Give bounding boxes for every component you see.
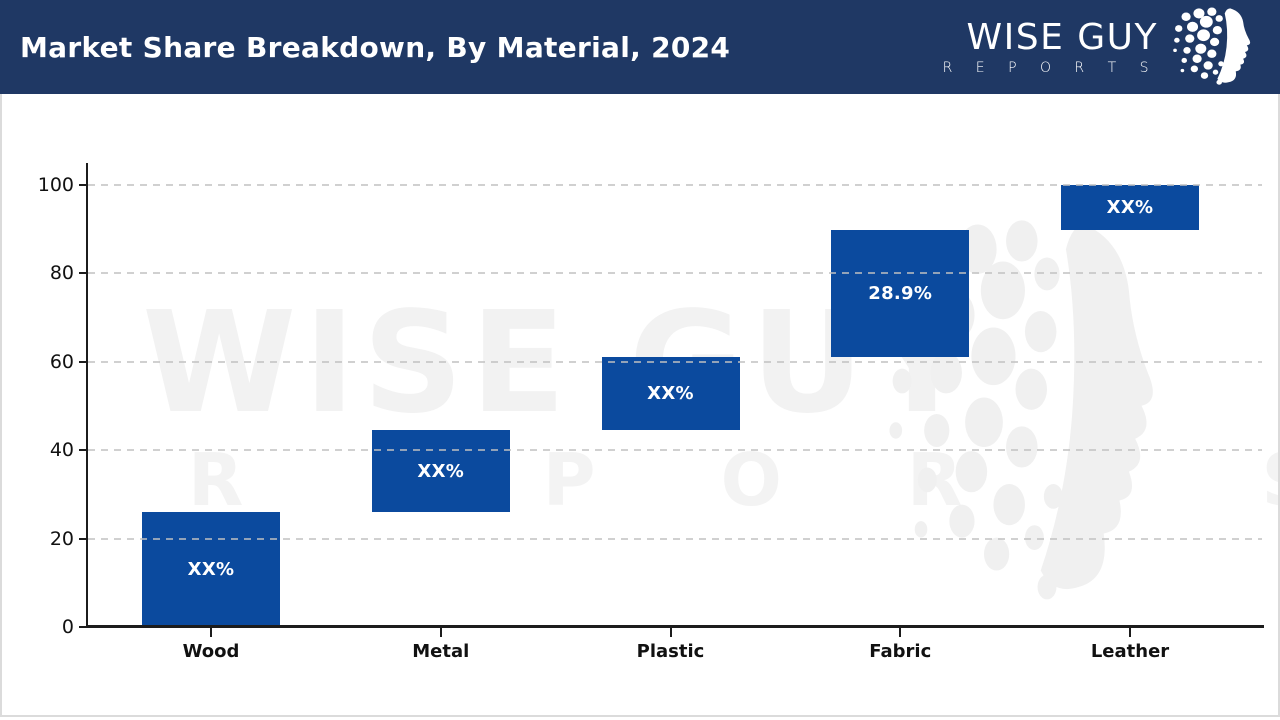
wiseguy-head-icon [1164, 5, 1256, 89]
logo-reports-label: R E P O R T S [942, 59, 1158, 76]
left-edge-line [0, 94, 2, 716]
x-tick-mark [210, 628, 212, 637]
bar: XX% [601, 357, 740, 431]
y-tick-label: 80 [49, 262, 74, 285]
x-tick-label: Plastic [636, 641, 705, 662]
gridline [88, 449, 1262, 452]
y-tick-mark [79, 626, 88, 628]
x-tick-label: Metal [412, 641, 470, 662]
logo-text: WISE GUY R E P O R T S [942, 16, 1158, 76]
bar-label: XX% [1106, 196, 1154, 218]
y-tick-mark [79, 360, 88, 363]
y-tick-label: 40 [49, 439, 74, 462]
y-tick-label: 60 [49, 350, 74, 373]
bar-label: XX% [187, 559, 235, 581]
gridline [88, 360, 1262, 363]
x-axis-line [86, 625, 1264, 628]
x-tick-mark [899, 628, 902, 637]
y-tick-mark [79, 272, 88, 275]
x-tick-label: Fabric [869, 641, 932, 662]
bar: XX% [371, 430, 510, 513]
y-tick-mark [79, 449, 88, 452]
bar-label: 28.9% [868, 283, 933, 304]
bar: XX% [142, 512, 280, 627]
y-tick-label: 0 [61, 616, 74, 638]
y-tick-label: 100 [37, 174, 74, 196]
x-tick-label: Leather [1090, 641, 1170, 662]
bar-label: XX% [417, 460, 465, 482]
y-tick-label: 20 [49, 527, 74, 550]
right-edge-line [1278, 94, 1280, 716]
y-tick-mark [79, 537, 88, 540]
bar: 28.9% [831, 229, 970, 358]
bottom-edge-line [0, 715, 1280, 717]
bar-label: XX% [647, 383, 694, 405]
x-tick-label: Wood [182, 641, 240, 662]
wiseguy-logo: WISE GUY R E P O R T S [943, 5, 1256, 89]
gridline [88, 537, 1262, 540]
y-tick-mark [79, 184, 88, 186]
header-bar: Market Share Breakdown, By Material, 202… [0, 0, 1280, 94]
page-title: Market Share Breakdown, By Material, 202… [20, 30, 731, 64]
gridline [88, 184, 1262, 186]
x-tick-mark [1129, 628, 1131, 637]
y-axis-line [86, 163, 88, 628]
x-tick-mark [669, 628, 672, 637]
bar: XX% [1061, 185, 1199, 230]
gridline [88, 272, 1262, 275]
x-tick-mark [439, 628, 442, 637]
logo-wiseguy-label: WISE GUY [966, 16, 1158, 58]
